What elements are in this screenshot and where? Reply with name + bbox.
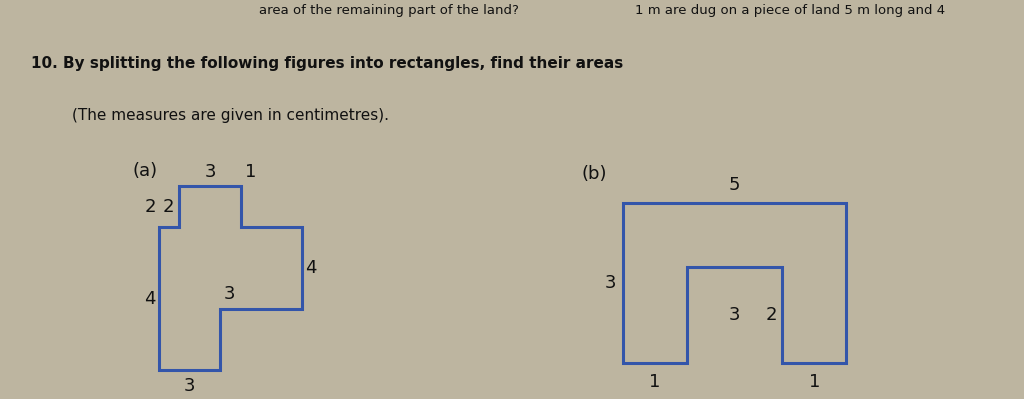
Text: 3: 3: [183, 377, 196, 395]
Text: 1: 1: [649, 373, 660, 391]
Text: 5: 5: [729, 176, 740, 194]
Text: 1 m are dug on a piece of land 5 m long and 4: 1 m are dug on a piece of land 5 m long …: [635, 4, 945, 17]
Text: 3: 3: [729, 306, 740, 324]
Text: 3: 3: [204, 163, 216, 181]
Text: 1: 1: [245, 163, 257, 181]
Text: (The measures are given in centimetres).: (The measures are given in centimetres).: [72, 108, 389, 123]
Text: 3: 3: [223, 285, 234, 303]
Text: (a): (a): [132, 162, 158, 180]
Text: 2: 2: [766, 306, 777, 324]
Text: 4: 4: [144, 290, 156, 308]
Text: 2: 2: [163, 198, 174, 216]
Text: 4: 4: [305, 259, 316, 277]
Text: 2: 2: [144, 198, 156, 216]
Text: 10. By splitting the following figures into rectangles, find their areas: 10. By splitting the following figures i…: [31, 56, 623, 71]
Text: 3: 3: [605, 274, 616, 292]
Text: (b): (b): [582, 165, 606, 183]
Text: 1: 1: [809, 373, 820, 391]
Text: area of the remaining part of the land?: area of the remaining part of the land?: [259, 4, 519, 17]
